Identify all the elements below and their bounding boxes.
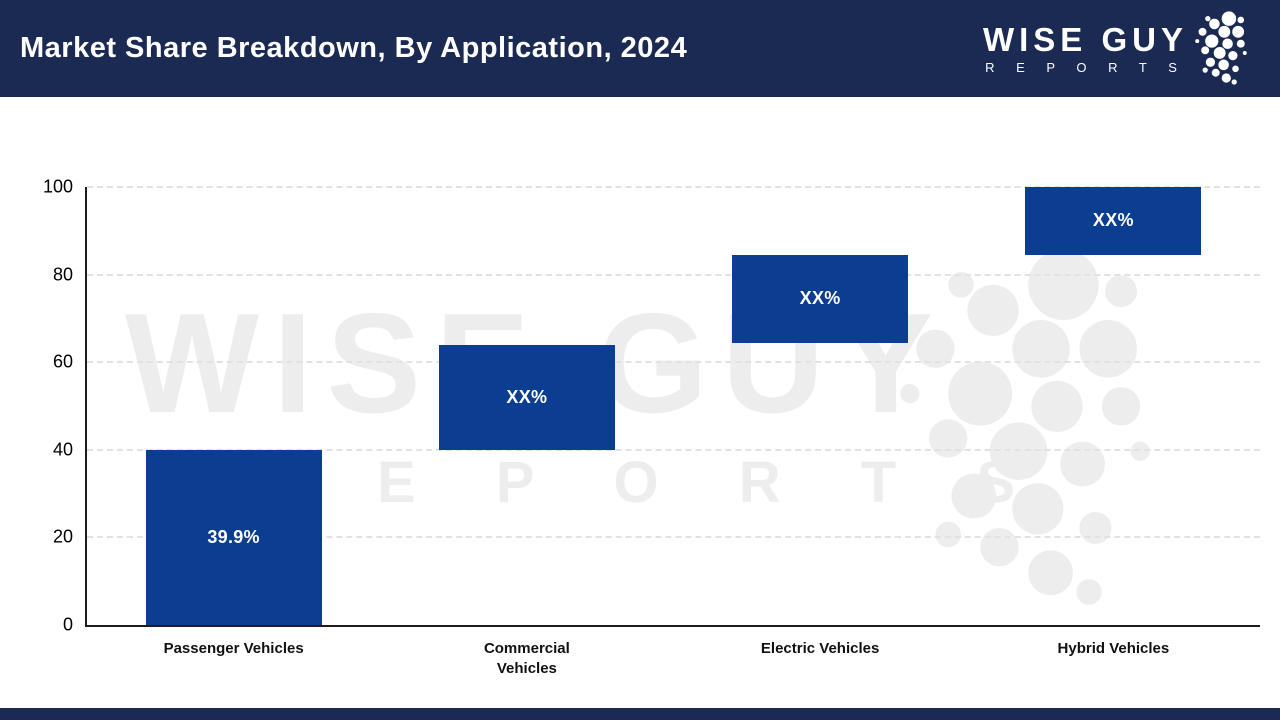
- footer-bar: [0, 708, 1280, 720]
- bar-hybrid-vehicles: XX%: [1025, 187, 1202, 255]
- bar-value-label: XX%: [1092, 210, 1134, 231]
- y-tick-label: 80: [52, 264, 73, 285]
- bar-value-label: 39.9%: [207, 526, 260, 547]
- bar-passenger-vehicles: 39.9%: [145, 449, 322, 625]
- bar-value-label: XX%: [506, 386, 548, 407]
- bar-value-label: XX%: [799, 288, 841, 309]
- gridline: [87, 186, 1260, 188]
- gridline: [87, 448, 1260, 451]
- bar-commercial-vehicles: XX%: [438, 344, 615, 450]
- bar-electric-vehicles: XX%: [732, 254, 909, 343]
- x-category-label: Electric Vehicles: [760, 640, 880, 657]
- brand-head-icon: [1195, 10, 1247, 85]
- x-category-label: Hybrid Vehicles: [1057, 640, 1170, 657]
- brand-subtitle: R E P O R T S: [985, 59, 1186, 75]
- y-tick-label: 60: [52, 351, 73, 372]
- brand-name: WISE GUY: [982, 20, 1188, 58]
- gridline: [87, 536, 1260, 539]
- header-bar: Market Share Breakdown, By Application, …: [0, 0, 1280, 97]
- gridline: [87, 273, 1260, 276]
- brand-wordmark: WISE GUY R E P O R T S: [982, 20, 1188, 75]
- y-tick-label: 40: [52, 439, 73, 460]
- chart-title: Market Share Breakdown, By Application, …: [20, 32, 688, 64]
- brand-logo: WISE GUY R E P O R T S: [983, 8, 1254, 90]
- x-category-label: Passenger Vehicles: [163, 640, 304, 657]
- y-tick-label: 100: [42, 176, 73, 197]
- y-tick-label: 20: [52, 526, 73, 547]
- bar-chart-plot: 0 20 40 60 80 100 39.9% Passenger Vehicles XX% Co…: [43, 177, 1260, 677]
- chart-area: WISE GUY R E P O R T S 0 20 40 60 80 100 39.9%…: [0, 97, 1280, 708]
- gridline: [87, 361, 1260, 364]
- y-tick-label: 0: [62, 614, 73, 635]
- x-category-label: Commercial Vehicles: [483, 640, 570, 678]
